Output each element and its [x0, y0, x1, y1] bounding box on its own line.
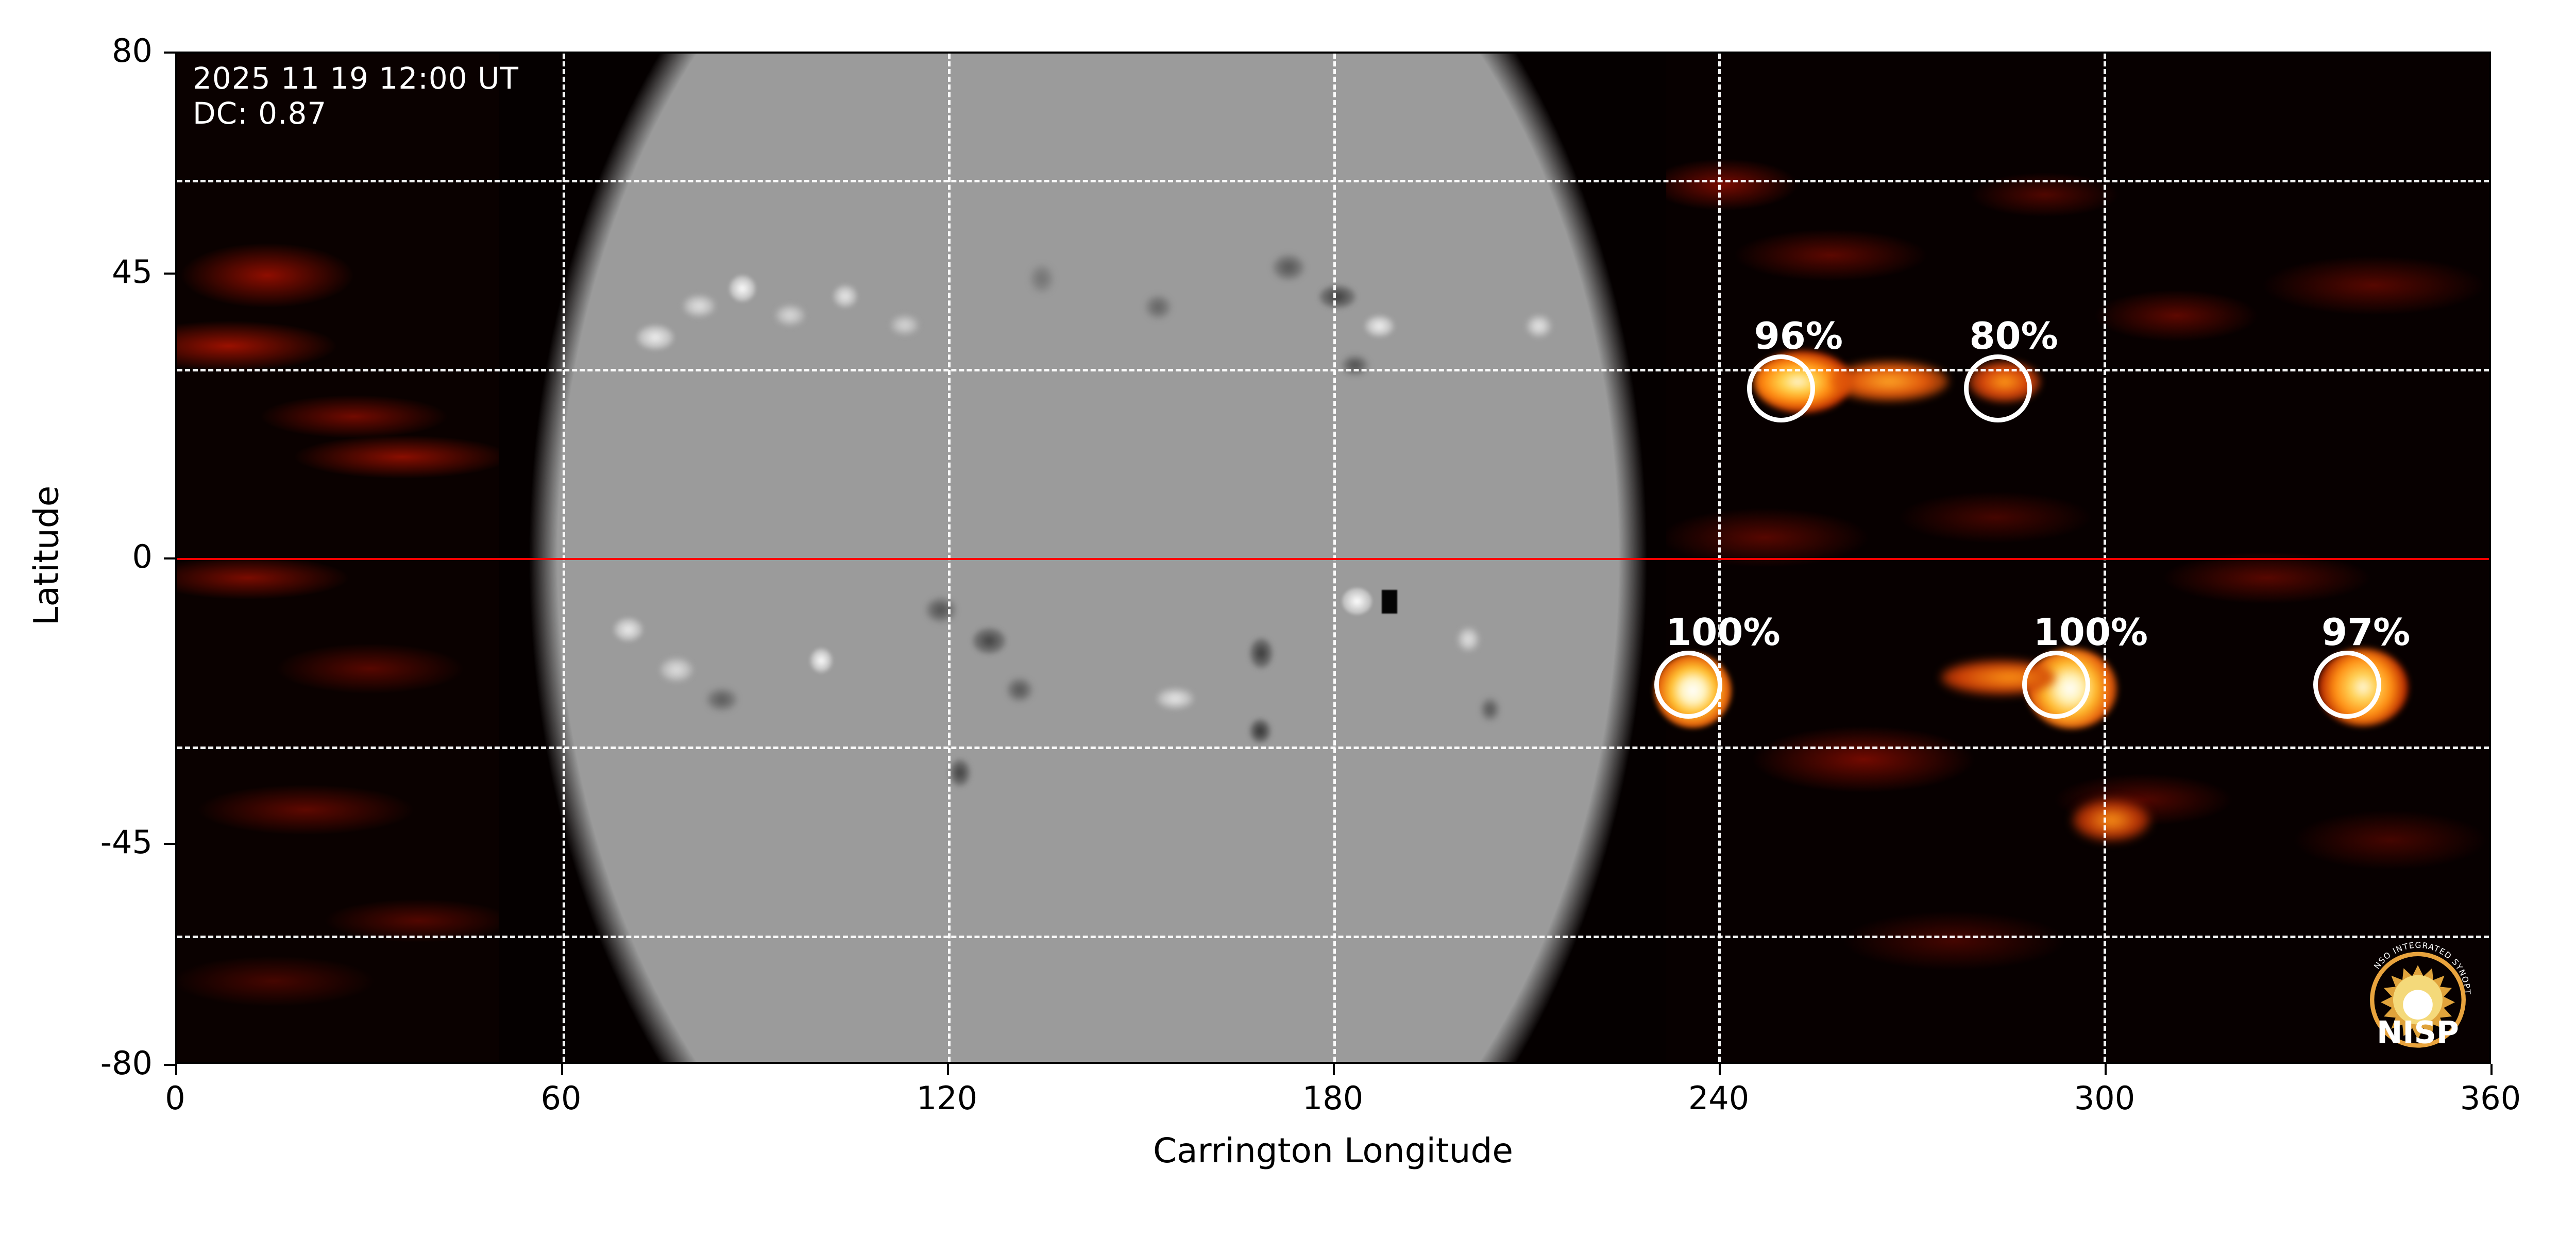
gridline-horizontal	[177, 747, 2489, 750]
y-tick	[164, 843, 175, 845]
x-tick	[1333, 1064, 1335, 1075]
gridline-horizontal	[177, 368, 2489, 371]
y-tick-label: -80	[100, 1044, 152, 1082]
x-tick-label: 240	[1688, 1079, 1750, 1117]
region-circle	[2313, 651, 2381, 719]
y-axis-title: Latitude	[26, 485, 66, 626]
x-tick-label: 120	[916, 1079, 978, 1117]
x-tick	[947, 1064, 949, 1075]
y-tick-label: -45	[100, 823, 152, 861]
x-tick-label: 180	[1302, 1079, 1364, 1117]
region-probability: 97%	[2321, 610, 2411, 654]
region-circle	[1964, 354, 2032, 423]
y-tick	[164, 1064, 175, 1066]
timestamp-text: 2025 11 19 12:00 UT	[193, 61, 519, 96]
x-tick-label: 60	[540, 1079, 582, 1117]
y-tick-label: 0	[132, 538, 152, 575]
x-tick	[175, 1064, 177, 1075]
x-tick	[561, 1064, 563, 1075]
gridline-horizontal	[177, 179, 2489, 182]
gridline-horizontal	[177, 936, 2489, 939]
region-probability: 100%	[1666, 610, 1781, 654]
duty-cycle-text: DC: 0.87	[193, 96, 327, 131]
y-tick	[164, 273, 175, 275]
synoptic-map-plot: 2025 11 19 12:00 UT DC: 0.87 100% 96% 80…	[175, 52, 2491, 1064]
region-circle	[1654, 651, 1723, 719]
region-probability: 96%	[1754, 314, 1843, 358]
x-tick	[2490, 1064, 2493, 1075]
timestamp-annotation: 2025 11 19 12:00 UT DC: 0.87	[193, 61, 519, 131]
x-tick-label: 300	[2074, 1079, 2136, 1117]
y-tick-label: 80	[112, 32, 152, 70]
nisp-logo: NISP NSO INTEGRATED SYNOPTIC PROGRAM	[2352, 926, 2480, 1057]
y-tick-label: 45	[112, 253, 152, 291]
flux-negative-sunspot	[1381, 590, 1397, 614]
region-circle	[2022, 651, 2090, 719]
x-tick	[1719, 1064, 1721, 1075]
region-probability: 100%	[2033, 610, 2148, 654]
y-tick	[164, 52, 175, 54]
nisp-acronym: NISP	[2377, 1015, 2459, 1051]
equator-line	[177, 557, 2489, 560]
x-tick	[2105, 1064, 2107, 1075]
x-tick-label: 360	[2460, 1079, 2521, 1117]
region-probability: 80%	[1969, 314, 2058, 358]
sun-graphic	[2381, 965, 2455, 1040]
x-axis-title: Carrington Longitude	[1153, 1131, 1514, 1171]
x-tick-label: 0	[165, 1079, 185, 1117]
region-circle	[1747, 354, 1815, 423]
y-tick	[164, 557, 175, 559]
